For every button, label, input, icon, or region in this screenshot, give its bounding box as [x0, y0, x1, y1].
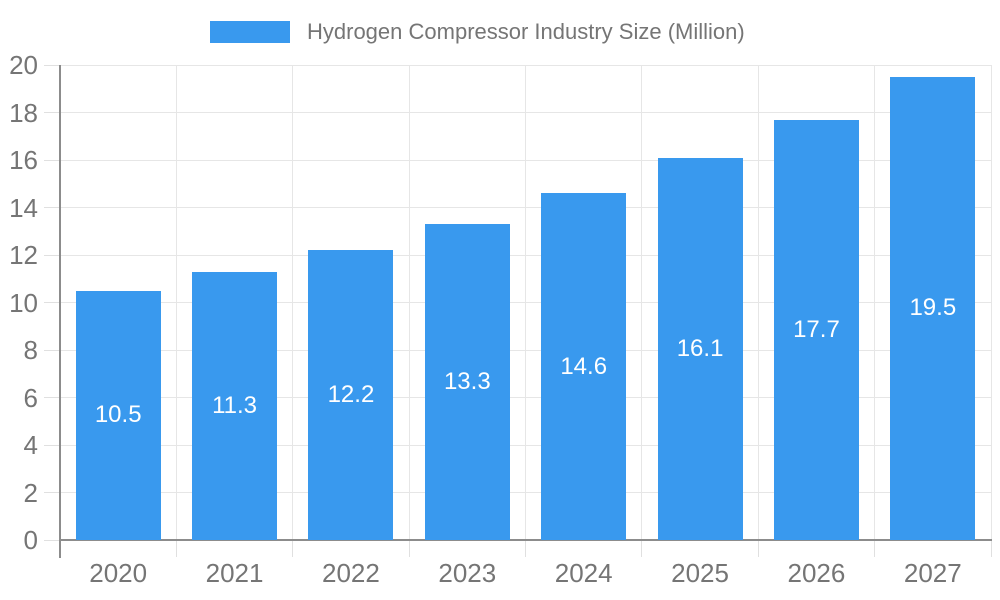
y-tick-label: 12	[9, 240, 38, 270]
v-gridline	[641, 65, 643, 540]
y-tick-label: 8	[23, 335, 38, 365]
bar[interactable]	[773, 119, 859, 540]
y-axis-tick	[44, 444, 60, 446]
x-tick-label: 2020	[89, 558, 148, 588]
bar-value-label: 13.3	[443, 368, 491, 396]
y-axis-tick	[44, 302, 60, 303]
x-axis-tick	[408, 541, 410, 557]
bar[interactable]	[308, 250, 394, 540]
v-gridline	[757, 65, 759, 540]
bar-value-label: 16.1	[676, 334, 724, 362]
x-tick-label: 2027	[903, 558, 962, 588]
x-axis-tick	[525, 541, 526, 557]
bar[interactable]	[424, 224, 510, 540]
x-axis-tick	[990, 541, 992, 557]
y-tick-label: 18	[9, 97, 38, 128]
y-axis-tick	[44, 159, 60, 161]
x-axis-tick	[292, 541, 294, 557]
bar-value-label: 14.6	[560, 352, 608, 380]
y-tick-label: 16	[9, 145, 38, 175]
y-axis-line	[59, 65, 61, 558]
y-tick-label: 14	[9, 192, 38, 223]
y-tick-label: 2	[23, 477, 38, 508]
bar[interactable]	[890, 76, 976, 540]
bar[interactable]	[657, 157, 743, 540]
v-gridline	[175, 65, 177, 540]
bar-value-label: 11.3	[212, 391, 258, 419]
y-axis-tick	[44, 349, 60, 351]
y-tick-label: 4	[23, 430, 38, 460]
legend-swatch	[210, 21, 290, 43]
v-gridline	[874, 65, 876, 540]
x-tick-label: 2021	[205, 558, 264, 588]
y-axis-tick	[44, 492, 60, 493]
x-axis-tick	[641, 541, 643, 557]
y-tick-label: 20	[9, 50, 38, 80]
bar-value-label: 10.5	[94, 401, 142, 429]
x-tick-label: 2022	[322, 558, 380, 588]
x-axis-tick	[874, 541, 876, 557]
x-tick-label: 2024	[554, 558, 613, 588]
x-axis-tick	[175, 541, 177, 557]
bar-value-label: 17.7	[793, 315, 840, 343]
v-gridline	[292, 65, 294, 540]
bar-value-label: 19.5	[909, 294, 957, 322]
x-tick-label: 2026	[787, 558, 846, 588]
x-axis-line	[59, 539, 992, 541]
y-axis-tick	[44, 539, 60, 541]
y-axis-tick	[44, 254, 60, 256]
y-tick-label: 10	[9, 287, 38, 318]
legend-item[interactable]: Hydrogen Compressor Industry Size (Milli…	[210, 21, 745, 43]
y-tick-label: 6	[23, 382, 38, 413]
y-axis-tick	[44, 112, 60, 113]
y-axis-tick	[44, 207, 60, 208]
y-tick-label: 0	[23, 525, 38, 555]
bar[interactable]	[75, 290, 161, 540]
x-tick-label: 2023	[438, 558, 497, 588]
y-axis-tick	[44, 64, 60, 66]
v-gridline	[990, 65, 992, 540]
bar[interactable]	[192, 271, 278, 540]
v-gridline	[408, 65, 410, 540]
v-gridline	[525, 65, 526, 540]
bar[interactable]	[541, 193, 627, 540]
x-tick-label: 2025	[671, 558, 729, 588]
x-axis-tick	[757, 541, 759, 557]
bar-value-label: 12.2	[327, 381, 375, 409]
legend-label: Hydrogen Compressor Industry Size (Milli…	[307, 19, 745, 44]
y-axis-tick	[44, 397, 60, 398]
